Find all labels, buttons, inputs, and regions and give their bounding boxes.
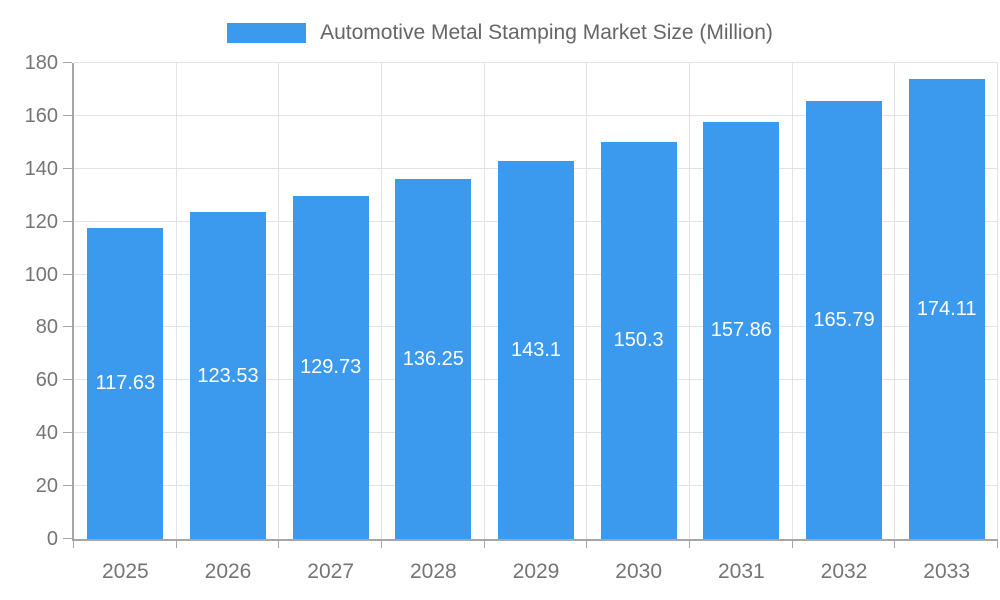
y-axis-label: 160 <box>24 104 58 127</box>
x-gridline <box>381 63 382 539</box>
bar[interactable] <box>190 212 266 539</box>
y-axis-tick <box>63 379 72 381</box>
x-axis-tick <box>894 539 896 548</box>
x-axis-tick <box>483 539 485 548</box>
x-axis-tick <box>73 539 74 548</box>
legend-swatch-icon <box>227 23 307 43</box>
y-gridline <box>74 114 998 116</box>
y-axis-tick <box>63 485 72 487</box>
bar-value-label: 143.1 <box>510 338 562 361</box>
x-axis-label: 2032 <box>820 560 868 583</box>
bar-value-label: 136.25 <box>402 347 464 370</box>
bar[interactable] <box>292 195 369 539</box>
y-axis-tick <box>63 326 72 328</box>
chart-legend[interactable]: Automotive Metal Stamping Market Size (M… <box>0 21 1000 44</box>
x-gridline <box>791 63 793 539</box>
y-axis-label: 60 <box>35 369 58 392</box>
y-axis-label: 140 <box>24 157 58 180</box>
x-axis-label: 2033 <box>923 560 971 583</box>
bar[interactable] <box>498 160 574 539</box>
y-axis-label: 40 <box>35 422 58 445</box>
x-axis-tick <box>997 539 998 548</box>
x-axis-tick <box>586 539 588 548</box>
bar-value-label: 174.11 <box>916 297 977 320</box>
x-gridline <box>483 63 485 539</box>
y-axis-tick <box>63 220 72 222</box>
x-axis-label: 2030 <box>615 560 663 583</box>
y-axis-tick <box>63 273 72 275</box>
y-axis-label: 100 <box>24 263 58 286</box>
x-axis-label: 2029 <box>512 560 560 583</box>
bar[interactable] <box>395 178 472 539</box>
legend-label: Automotive Metal Stamping Market Size (M… <box>320 21 773 44</box>
bar[interactable] <box>87 227 164 539</box>
y-axis-label: 20 <box>35 475 58 498</box>
bar-value-label: 129.73 <box>300 356 362 379</box>
y-axis-tick <box>63 167 72 169</box>
bar[interactable] <box>600 141 677 539</box>
y-axis-label: 80 <box>35 316 58 339</box>
y-axis-tick <box>63 538 72 539</box>
y-axis-label: 0 <box>46 528 58 550</box>
x-gridline <box>997 63 998 539</box>
y-axis-label: 180 <box>24 52 58 74</box>
x-axis-tick <box>791 539 793 548</box>
x-gridline <box>689 63 690 539</box>
x-axis-line <box>72 539 998 541</box>
x-axis-label: 2031 <box>717 560 765 583</box>
bar[interactable] <box>806 100 882 539</box>
y-axis-tick <box>63 62 72 63</box>
y-axis-label: 120 <box>24 210 58 233</box>
y-axis-tick <box>63 114 72 116</box>
bar-value-label: 165.79 <box>813 308 875 331</box>
x-gridline <box>894 63 896 539</box>
y-gridline <box>74 62 998 63</box>
bar[interactable] <box>908 78 985 539</box>
bar-value-label: 150.3 <box>613 329 664 352</box>
x-axis-tick <box>175 539 177 548</box>
bar-value-label: 157.86 <box>710 319 772 342</box>
bar-value-label: 117.63 <box>95 372 156 395</box>
plot-area: 0 20 40 60 80 100 120 140 160 180 2025 2026 2027 2028… <box>25 52 998 583</box>
y-axis-line <box>72 63 74 539</box>
y-axis-tick <box>63 432 72 434</box>
x-gridline <box>278 63 280 539</box>
x-axis-label: 2028 <box>409 560 457 583</box>
x-axis-label: 2026 <box>204 560 252 583</box>
x-axis-tick <box>689 539 690 548</box>
x-gridline <box>586 63 588 539</box>
x-gridline <box>175 63 177 539</box>
bar[interactable] <box>703 121 780 539</box>
x-axis-label: 2027 <box>307 560 355 583</box>
x-axis-tick <box>278 539 280 548</box>
x-axis-label: 2025 <box>101 560 149 583</box>
bar-value-label: 123.53 <box>197 364 259 387</box>
x-axis-tick <box>381 539 382 548</box>
